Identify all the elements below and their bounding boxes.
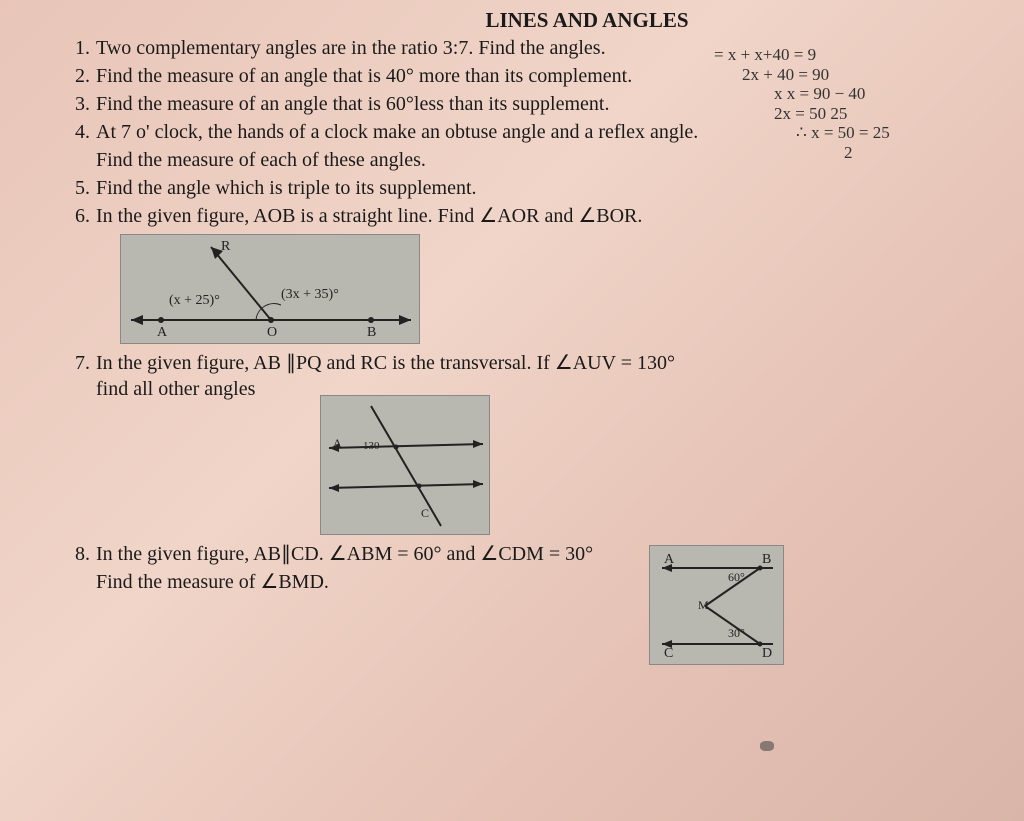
fig3-A: A xyxy=(664,552,674,568)
fig3-B: B xyxy=(762,552,771,568)
page-title: LINES AND ANGLES xyxy=(180,8,994,33)
fig3-C: C xyxy=(664,646,673,662)
q7-sub: find all other angles xyxy=(96,378,994,401)
q-text: In the given figure, AOB is a straight l… xyxy=(96,203,994,230)
q-num: 6. xyxy=(60,203,96,230)
hw-line-5: ∴ x = 50 = 25 xyxy=(796,123,994,143)
ink-smudge xyxy=(760,741,774,751)
fig2-A: A xyxy=(333,436,342,451)
q-num: 3. xyxy=(60,91,96,118)
question-5: 5.Find the angle which is triple to its … xyxy=(60,175,994,202)
fig3-M: M xyxy=(698,598,709,613)
question-8: 8.In the given figure, AB∥CD. ∠ABM = 60°… xyxy=(60,541,994,671)
q-num: 2. xyxy=(60,63,96,90)
q-num: 1. xyxy=(60,35,96,62)
handwritten-work: = x + x+40 = 9 2x + 40 = 90 x x = 90 − 4… xyxy=(714,45,994,162)
figure-q8: A B C D M 60° 30° xyxy=(649,545,784,665)
q-num: 8. xyxy=(60,541,96,568)
q-text: Find the angle which is triple to its su… xyxy=(96,175,994,202)
hw-line-3: x x = 90 − 40 xyxy=(774,84,994,104)
q-text: In the given figure, AB∥CD. ∠ABM = 60° a… xyxy=(96,541,994,568)
fig2-C: C xyxy=(421,506,429,521)
fig3-30: 30° xyxy=(728,626,745,641)
question-7: 7.In the given figure, AB ∥PQ and RC is … xyxy=(60,350,994,535)
fig3-60: 60° xyxy=(728,570,745,585)
q-num: 5. xyxy=(60,175,96,202)
fig1-B: B xyxy=(367,325,376,341)
fig1-A: A xyxy=(157,325,167,341)
fig1-O: O xyxy=(267,325,277,341)
hw-line-6: 2 xyxy=(844,143,994,163)
hw-line-2: 2x + 40 = 90 xyxy=(742,65,994,85)
figure-q7: A 130 C xyxy=(320,395,490,535)
q-num: 7. xyxy=(60,350,96,377)
q-num: 4. xyxy=(60,119,96,146)
fig1-left-angle: (x + 25)° xyxy=(169,293,220,309)
figure-q6: (x + 25)° (3x + 35)° A O B R xyxy=(120,234,420,344)
q-text: In the given figure, AB ∥PQ and RC is th… xyxy=(96,350,994,377)
question-6: 6.In the given figure, AOB is a straight… xyxy=(60,203,994,230)
figure-q7-svg xyxy=(321,396,491,536)
fig2-angle: 130 xyxy=(363,440,380,452)
fig1-R: R xyxy=(221,239,230,255)
fig3-D: D xyxy=(762,646,772,662)
q-num xyxy=(60,147,96,174)
hw-line-1: = x + x+40 = 9 xyxy=(714,45,994,65)
hw-line-4: 2x = 50 25 xyxy=(774,104,994,124)
fig1-right-angle: (3x + 35)° xyxy=(281,287,339,303)
q8-sub: Find the measure of ∠BMD. xyxy=(96,569,994,594)
